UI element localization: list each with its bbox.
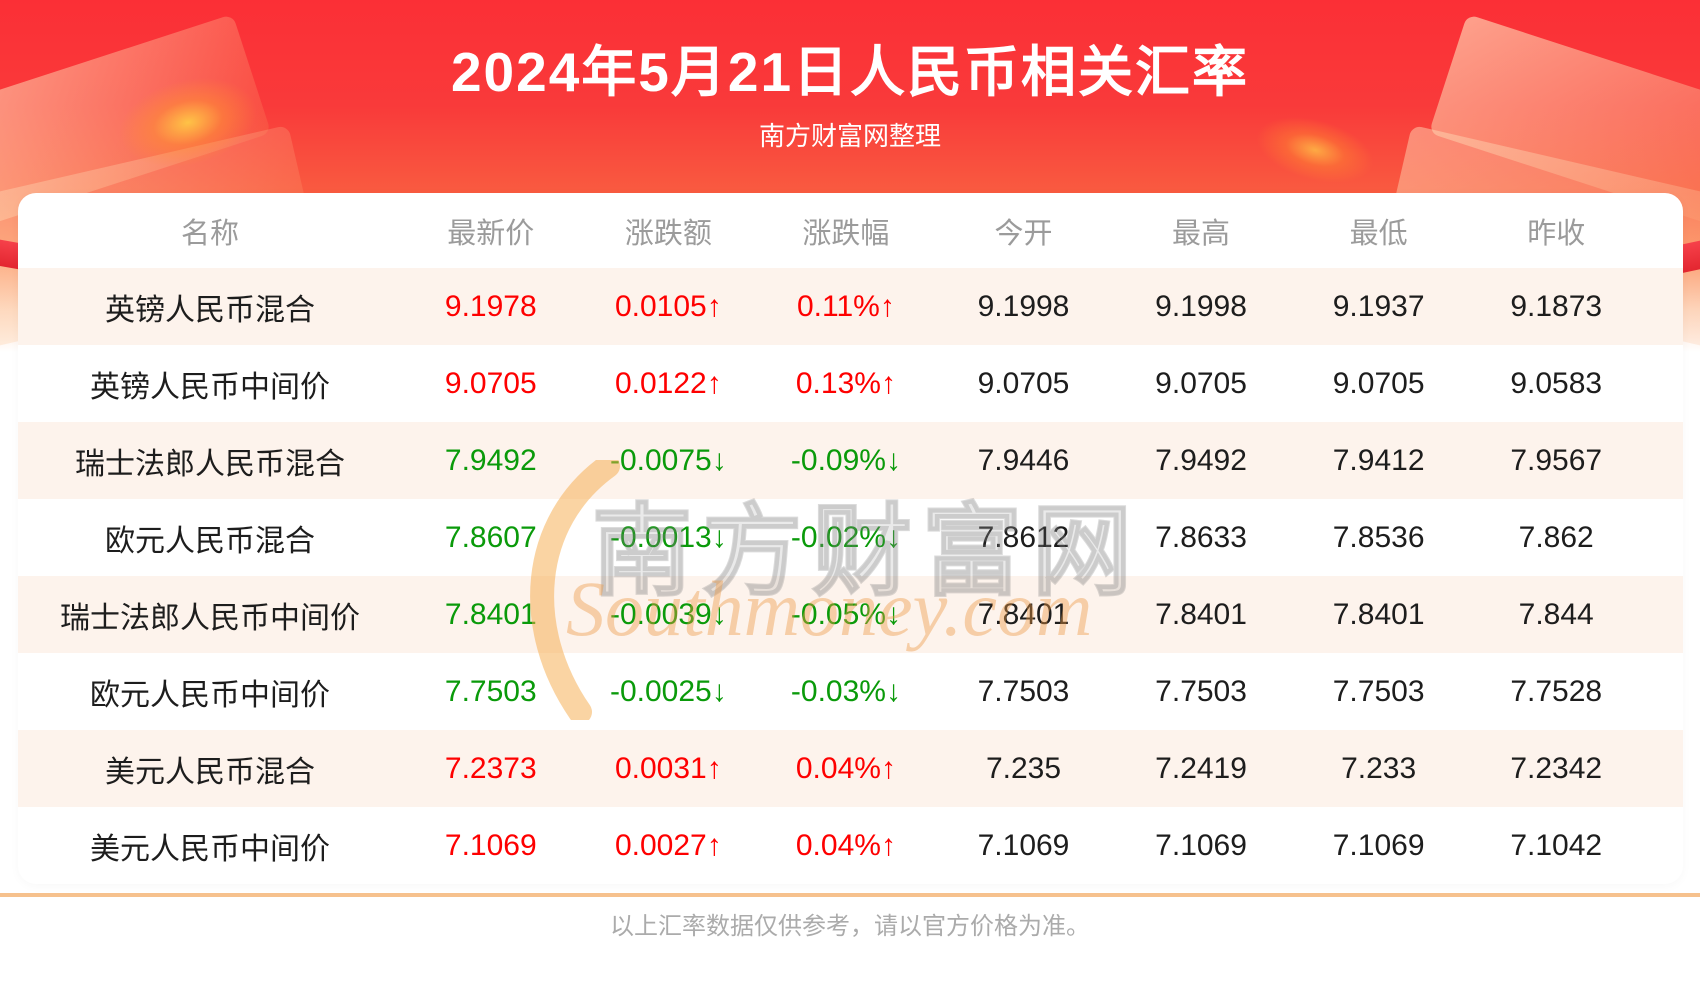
low-cell: 9.1937 [1332, 289, 1425, 323]
prev-close-cell: 9.0583 [1510, 366, 1603, 400]
name-cell: 瑞士法郎人民币中间价 [60, 601, 360, 635]
name-cell: 欧元人民币混合 [105, 524, 315, 558]
change-amount-cell: -0.0039↓ [609, 597, 727, 631]
name-cell: 英镑人民币混合 [105, 293, 315, 327]
last-price-cell: 9.0705 [444, 366, 537, 400]
low-cell: 7.8536 [1332, 520, 1425, 554]
change-percent-cell: 0.11%↑ [797, 289, 895, 323]
open-cell: 9.1998 [977, 289, 1070, 323]
high-cell: 9.1998 [1155, 289, 1247, 323]
last-price-cell: 7.1069 [444, 828, 537, 862]
open-cell: 7.7503 [977, 674, 1070, 708]
change-percent-cell: 0.13%↑ [795, 366, 896, 400]
high-cell: 7.7503 [1155, 674, 1247, 708]
column-header-name: 名称 [180, 217, 239, 250]
low-cell: 7.1069 [1332, 828, 1425, 862]
open-cell: 7.8612 [977, 520, 1070, 554]
low-cell: 7.7503 [1332, 674, 1425, 708]
change-amount-cell: -0.0025↓ [609, 674, 727, 708]
high-cell: 7.8401 [1155, 597, 1247, 631]
change-percent-cell: -0.02%↓ [790, 520, 901, 554]
change-amount-cell: 0.0031↑ [614, 751, 722, 785]
table-row: 美元人民币混合 7.2373 0.0031↑ 0.04%↑ 7.235 7.2419 7.2… [18, 730, 1683, 807]
column-header-high: 最高 [1172, 217, 1231, 250]
change-percent-cell: 0.04%↑ [795, 828, 896, 862]
last-price-cell: 7.8401 [444, 597, 537, 631]
page-subtitle: 南方财富网整理 [758, 121, 941, 151]
change-amount-cell: -0.0075↓ [609, 443, 727, 477]
column-header-prev-close: 昨收 [1527, 217, 1586, 250]
table-body: 英镑人民币混合 9.1978 0.0105↑ 0.11%↑ 9.1998 9.1998 9.… [18, 268, 1683, 884]
low-cell: 7.233 [1341, 751, 1417, 785]
last-price-cell: 7.8607 [444, 520, 537, 554]
prev-close-cell: 9.1873 [1510, 289, 1603, 323]
open-cell: 7.235 [985, 751, 1062, 785]
prev-close-cell: 7.1042 [1510, 828, 1603, 862]
name-cell: 美元人民币中间价 [90, 832, 330, 866]
column-header-open: 今开 [994, 217, 1053, 250]
table-row: 欧元人民币中间价 7.7503 -0.0025↓ -0.03%↓ 7.7503 7.750… [18, 653, 1683, 730]
last-price-cell: 9.1978 [444, 289, 537, 323]
table-row: 欧元人民币混合 7.8607 -0.0013↓ -0.02%↓ 7.8612 7.8633… [18, 499, 1683, 576]
open-cell: 7.9446 [977, 443, 1070, 477]
prev-close-cell: 7.2342 [1510, 751, 1603, 785]
table-row: 英镑人民币混合 9.1978 0.0105↑ 0.11%↑ 9.1998 9.1998 9.… [18, 268, 1683, 345]
low-cell: 7.8401 [1332, 597, 1425, 631]
footer-disclaimer: 以上汇率数据仅供参考，请以官方价格为准。 [610, 913, 1090, 940]
footer-divider [0, 893, 1700, 897]
column-header-low: 最低 [1349, 217, 1408, 250]
name-cell: 瑞士法郎人民币混合 [75, 447, 345, 481]
high-cell: 7.9492 [1155, 443, 1247, 477]
high-cell: 9.0705 [1155, 366, 1247, 400]
low-cell: 9.0705 [1332, 366, 1425, 400]
table-row: 英镑人民币中间价 9.0705 0.0122↑ 0.13%↑ 9.0705 9.0705 9… [18, 345, 1683, 422]
open-cell: 7.8401 [977, 597, 1070, 631]
change-amount-cell: 0.0122↑ [614, 366, 722, 400]
table-header-row: 名称 最新价 涨跌额 涨跌幅 今开 最高 最低 昨收 [18, 193, 1683, 268]
page-title: 2024年5月21日人民币相关汇率 [450, 41, 1250, 103]
prev-close-cell: 7.7528 [1510, 674, 1603, 708]
low-cell: 7.9412 [1332, 443, 1425, 477]
prev-close-cell: 7.844 [1518, 597, 1594, 631]
open-cell: 7.1069 [977, 828, 1070, 862]
column-header-change-amount: 涨跌额 [624, 217, 712, 250]
change-amount-cell: 0.0105↑ [614, 289, 722, 323]
open-cell: 9.0705 [977, 366, 1070, 400]
name-cell: 欧元人民币中间价 [90, 678, 330, 712]
rates-table-card: 名称 最新价 涨跌额 涨跌幅 今开 最高 最低 昨收 英镑人民币混合 9.1978 0.0105↑… [18, 193, 1683, 884]
change-amount-cell: -0.0013↓ [609, 520, 727, 554]
name-cell: 美元人民币混合 [105, 755, 315, 789]
change-percent-cell: -0.05%↓ [790, 597, 901, 631]
change-percent-cell: 0.04%↑ [795, 751, 896, 785]
last-price-cell: 7.2373 [444, 751, 537, 785]
column-header-change-percent: 涨跌幅 [802, 217, 890, 250]
table-row: 瑞士法郎人民币中间价 7.8401 -0.0039↓ -0.05%↓ 7.8401 7.8… [18, 576, 1683, 653]
change-percent-cell: -0.09%↓ [790, 443, 901, 477]
table-row: 瑞士法郎人民币混合 7.9492 -0.0075↓ -0.09%↓ 7.9446 7.94… [18, 422, 1683, 499]
last-price-cell: 7.7503 [444, 674, 537, 708]
prev-close-cell: 7.862 [1518, 520, 1594, 554]
high-cell: 7.8633 [1155, 520, 1247, 554]
high-cell: 7.2419 [1155, 751, 1247, 785]
change-amount-cell: 0.0027↑ [614, 828, 722, 862]
change-percent-cell: -0.03%↓ [790, 674, 901, 708]
table-row: 美元人民币中间价 7.1069 0.0027↑ 0.04%↑ 7.1069 7.1069 7… [18, 807, 1683, 884]
last-price-cell: 7.9492 [444, 443, 537, 477]
high-cell: 7.1069 [1155, 828, 1247, 862]
name-cell: 英镑人民币中间价 [90, 370, 330, 404]
prev-close-cell: 7.9567 [1510, 443, 1603, 477]
column-header-last-price: 最新价 [447, 217, 535, 250]
